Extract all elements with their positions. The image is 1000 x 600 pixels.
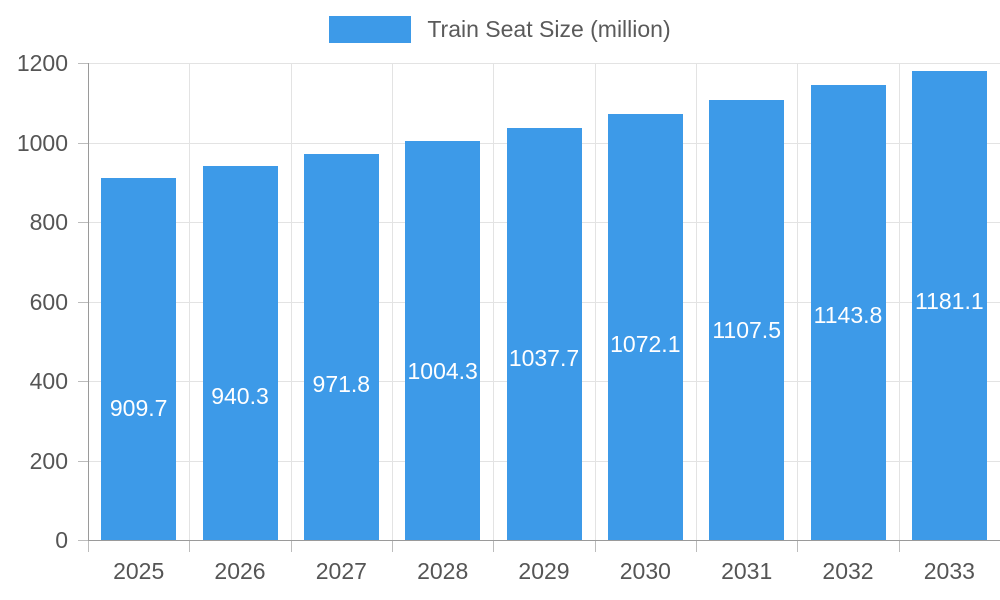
legend-label: Train Seat Size (million) <box>427 15 671 42</box>
x-axis-tick-label: 2033 <box>923 558 975 584</box>
y-axis-tick-label: 200 <box>29 447 68 474</box>
legend-item-train-seat-size[interactable]: Train Seat Size (million) <box>329 15 671 43</box>
y-axis-tick-mark <box>78 301 88 303</box>
gridline-vertical <box>291 63 292 540</box>
y-axis-tick-mark <box>78 460 88 462</box>
y-axis-tick-mark <box>78 142 88 144</box>
x-axis-tick-label: 2029 <box>518 558 570 584</box>
y-axis-line <box>88 63 89 540</box>
y-axis-tick-label: 400 <box>29 368 68 394</box>
x-axis-tick-label: 2030 <box>619 558 671 584</box>
gridline-vertical <box>696 63 697 540</box>
x-axis-tick-label: 2028 <box>417 558 469 584</box>
gridline-vertical <box>797 63 798 540</box>
y-axis-tick-mark <box>78 222 88 223</box>
x-axis-tick-label: 2032 <box>822 558 874 584</box>
gridline-vertical <box>899 63 900 540</box>
y-axis-tick-mark <box>78 540 88 541</box>
chart-legend: Train Seat Size (million) <box>0 0 1000 58</box>
bar[interactable] <box>202 166 278 540</box>
gridline-vertical <box>595 63 596 540</box>
y-axis-tick-mark <box>78 381 88 382</box>
x-axis-tick-label: 2027 <box>315 558 367 584</box>
x-axis-tick-mark <box>797 541 798 552</box>
x-axis-tick-mark <box>392 541 393 552</box>
gridline-vertical <box>493 63 494 540</box>
y-axis-tick-label: 1200 <box>16 50 68 76</box>
legend-swatch-icon <box>329 15 412 43</box>
bar[interactable] <box>911 70 987 540</box>
bar[interactable] <box>506 127 582 540</box>
x-axis-line <box>88 540 1000 541</box>
gridline-vertical <box>392 63 393 540</box>
bar[interactable] <box>405 140 481 540</box>
y-axis-tick-label: 600 <box>29 288 68 315</box>
x-axis-tick-label: 2031 <box>721 558 773 584</box>
y-axis-tick-mark <box>78 63 88 64</box>
y-axis-tick-label: 800 <box>29 209 68 235</box>
bar[interactable] <box>709 99 785 540</box>
gridline-vertical <box>189 63 190 540</box>
x-axis-tick-mark <box>493 541 494 552</box>
bar[interactable] <box>101 178 177 540</box>
plot-area: 909.7 940.3 971.8 1004.3 1037.7 1072.1 1107.5 1… <box>88 63 1000 541</box>
bar[interactable] <box>810 85 886 540</box>
y-axis-tick-label: 0 <box>55 527 68 553</box>
gridline-horizontal <box>88 63 1000 64</box>
bar[interactable] <box>607 113 683 540</box>
x-axis-tick-mark <box>189 541 190 552</box>
bar[interactable] <box>303 153 379 540</box>
x-axis-tick-label: 2026 <box>214 558 266 584</box>
x-axis-tick-mark <box>899 541 900 552</box>
x-axis-tick-mark <box>88 541 89 552</box>
y-axis-tick-label: 1000 <box>16 129 68 156</box>
x-axis-tick-mark <box>291 541 292 552</box>
x-axis-tick-label: 2025 <box>113 558 165 584</box>
x-axis-tick-mark <box>696 541 697 552</box>
x-axis-tick-mark <box>595 541 596 552</box>
